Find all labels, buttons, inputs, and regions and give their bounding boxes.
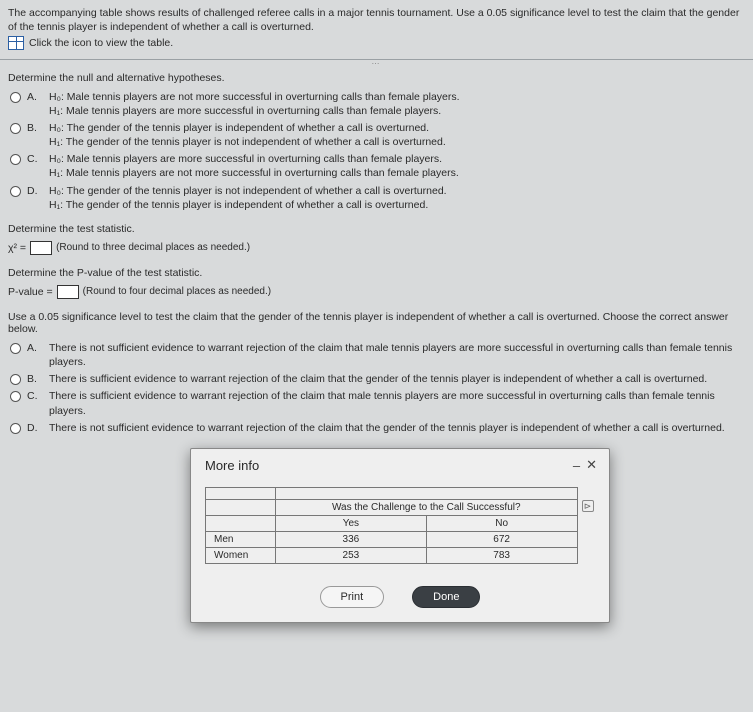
done-button[interactable]: Done xyxy=(412,586,480,608)
chi-square-input[interactable] xyxy=(30,241,52,255)
conc-body-B: There is sufficient evidence to warrant … xyxy=(49,372,745,386)
view-table-link[interactable]: Click the icon to view the table. xyxy=(29,36,173,50)
pvalue-section: Determine the P-value of the test statis… xyxy=(0,263,753,307)
choice-B[interactable]: B. H₀: The gender of the tennis player i… xyxy=(10,121,745,149)
problem-header: The accompanying table shows results of … xyxy=(0,0,753,55)
minimize-icon[interactable]: – xyxy=(573,458,580,473)
test-stat-prompt: Determine the test statistic. xyxy=(8,223,745,235)
intro-text: The accompanying table shows results of … xyxy=(8,6,745,34)
drag-handle-icon[interactable]: ⋯ xyxy=(0,59,753,68)
hint-icon[interactable]: ⊳ xyxy=(582,500,594,512)
chi-square-hint: (Round to three decimal places as needed… xyxy=(56,242,250,253)
conc-radio-A[interactable] xyxy=(10,343,21,354)
conc-label-D: D. xyxy=(27,421,43,435)
table-row: Women 253 783 xyxy=(206,548,596,564)
C-h1: H₁: Male tennis players are not more suc… xyxy=(49,166,745,180)
col-no: No xyxy=(426,516,577,532)
conclusion-section: Use a 0.05 significance level to test th… xyxy=(0,307,753,442)
test-statistic-section: Determine the test statistic. χ² = (Roun… xyxy=(0,219,753,263)
body-B: H₀: The gender of the tennis player is i… xyxy=(49,121,745,149)
modal-title: More info xyxy=(205,458,259,473)
data-table: Was the Challenge to the Call Successful… xyxy=(205,487,595,564)
men-no: 672 xyxy=(426,532,577,548)
conc-choice-C[interactable]: C. There is sufficient evidence to warra… xyxy=(10,389,745,417)
radio-D[interactable] xyxy=(10,186,21,197)
body-A: H₀: Male tennis players are not more suc… xyxy=(49,90,745,118)
label-C: C. xyxy=(27,152,43,166)
conc-radio-D[interactable] xyxy=(10,423,21,434)
table-header: Was the Challenge to the Call Successful… xyxy=(276,500,578,516)
conc-radio-B[interactable] xyxy=(10,374,21,385)
conc-choice-B[interactable]: B. There is sufficient evidence to warra… xyxy=(10,372,745,386)
body-D: H₀: The gender of the tennis player is n… xyxy=(49,184,745,212)
C-h0: H₀: Male tennis players are more success… xyxy=(49,152,745,166)
conc-choice-D[interactable]: D. There is not sufficient evidence to w… xyxy=(10,421,745,435)
conc-choice-A[interactable]: A. There is not sufficient evidence to w… xyxy=(10,341,745,369)
conc-label-A: A. xyxy=(27,341,43,355)
radio-B[interactable] xyxy=(10,123,21,134)
pvalue-hint: (Round to four decimal places as needed.… xyxy=(83,286,271,297)
row-women-label: Women xyxy=(206,548,276,564)
chi-square-symbol: χ² = xyxy=(8,242,26,254)
women-yes: 253 xyxy=(276,548,427,564)
women-no: 783 xyxy=(426,548,577,564)
table-icon[interactable] xyxy=(8,36,24,50)
D-h0: H₀: The gender of the tennis player is n… xyxy=(49,184,745,198)
conc-body-C: There is sufficient evidence to warrant … xyxy=(49,389,745,417)
conc-label-B: B. xyxy=(27,372,43,386)
B-h1: H₁: The gender of the tennis player is n… xyxy=(49,135,745,149)
label-A: A. xyxy=(27,90,43,104)
hypotheses-section: Determine the null and alternative hypot… xyxy=(0,68,753,219)
close-icon[interactable]: ✕ xyxy=(586,457,597,473)
A-h0: H₀: Male tennis players are not more suc… xyxy=(49,90,745,104)
pvalue-prompt: Determine the P-value of the test statis… xyxy=(8,267,745,279)
pvalue-symbol: P-value = xyxy=(8,286,53,298)
conc-body-D: There is not sufficient evidence to warr… xyxy=(49,421,745,435)
radio-C[interactable] xyxy=(10,154,21,165)
label-B: B. xyxy=(27,121,43,135)
conc-label-C: C. xyxy=(27,389,43,403)
D-h1: H₁: The gender of the tennis player is i… xyxy=(49,198,745,212)
row-men-label: Men xyxy=(206,532,276,548)
conc-body-A: There is not sufficient evidence to warr… xyxy=(49,341,745,369)
table-row: Men 336 672 xyxy=(206,532,596,548)
A-h1: H₁: Male tennis players are more success… xyxy=(49,104,745,118)
print-button[interactable]: Print xyxy=(320,586,385,608)
B-h0: H₀: The gender of the tennis player is i… xyxy=(49,121,745,135)
conc-radio-C[interactable] xyxy=(10,391,21,402)
body-C: H₀: Male tennis players are more success… xyxy=(49,152,745,180)
pvalue-input[interactable] xyxy=(57,285,79,299)
label-D: D. xyxy=(27,184,43,198)
choice-A[interactable]: A. H₀: Male tennis players are not more … xyxy=(10,90,745,118)
col-yes: Yes xyxy=(276,516,427,532)
choice-C[interactable]: C. H₀: Male tennis players are more succ… xyxy=(10,152,745,180)
choice-D[interactable]: D. H₀: The gender of the tennis player i… xyxy=(10,184,745,212)
radio-A[interactable] xyxy=(10,92,21,103)
conclusion-prompt: Use a 0.05 significance level to test th… xyxy=(8,311,745,335)
more-info-modal: More info – ✕ Was the Challenge to the C… xyxy=(190,448,610,623)
men-yes: 336 xyxy=(276,532,427,548)
hypotheses-prompt: Determine the null and alternative hypot… xyxy=(8,72,745,84)
